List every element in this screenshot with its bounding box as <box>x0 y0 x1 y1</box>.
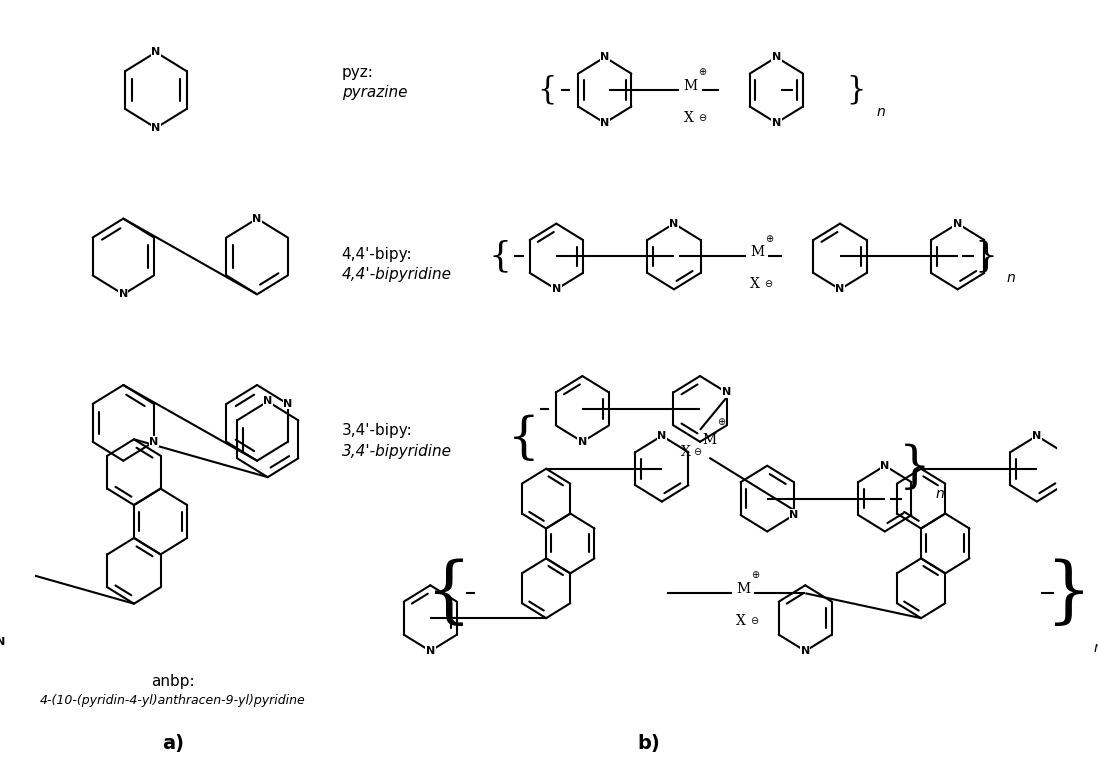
Text: }: } <box>1046 558 1093 628</box>
Text: N: N <box>1032 431 1041 441</box>
Text: 4,4'-bipyridine: 4,4'-bipyridine <box>341 267 451 282</box>
Text: N: N <box>789 510 798 520</box>
Text: $n$: $n$ <box>1006 272 1016 286</box>
Text: ⊕: ⊕ <box>751 570 759 580</box>
Text: X: X <box>737 614 747 628</box>
Text: X: X <box>750 277 760 291</box>
Text: M: M <box>683 79 697 93</box>
Text: X: X <box>681 445 691 459</box>
Text: $n$: $n$ <box>935 487 945 501</box>
Text: N: N <box>426 646 435 656</box>
Text: $n$: $n$ <box>1093 641 1098 655</box>
Text: N: N <box>149 437 158 447</box>
Text: 3,4'-bipyridine: 3,4'-bipyridine <box>341 444 451 458</box>
Text: {: { <box>537 74 557 105</box>
Text: ⊖: ⊖ <box>764 279 772 289</box>
Text: N: N <box>551 284 561 294</box>
Text: N: N <box>881 461 889 471</box>
Text: ⊖: ⊖ <box>693 447 702 457</box>
Text: 4,4'-bipy:: 4,4'-bipy: <box>341 247 412 262</box>
Text: N: N <box>670 218 679 228</box>
Text: $n$: $n$ <box>876 105 886 119</box>
Text: M: M <box>736 582 750 596</box>
Text: ⊖: ⊖ <box>697 113 706 123</box>
Text: }: } <box>974 239 997 273</box>
Text: N: N <box>578 437 587 447</box>
Text: N: N <box>152 47 160 57</box>
Text: b): b) <box>637 734 660 753</box>
Text: N: N <box>772 118 781 128</box>
Text: M: M <box>750 245 764 259</box>
Text: pyz:: pyz: <box>341 65 373 80</box>
Text: N: N <box>0 636 4 646</box>
Text: ⊖: ⊖ <box>750 616 759 626</box>
Text: N: N <box>836 284 844 294</box>
Text: pyrazine: pyrazine <box>341 85 407 100</box>
Text: 4-(10-(pyridin-4-yl)anthracen-9-yl)pyridine: 4-(10-(pyridin-4-yl)anthracen-9-yl)pyrid… <box>40 694 305 707</box>
Text: N: N <box>658 431 666 441</box>
Text: 3,4'-bipy:: 3,4'-bipy: <box>341 423 413 438</box>
Text: M: M <box>703 433 716 447</box>
Text: N: N <box>264 396 272 406</box>
Text: {: { <box>426 558 472 628</box>
Text: N: N <box>800 646 810 656</box>
Text: ⊕: ⊕ <box>698 67 707 77</box>
Text: }: } <box>845 74 865 105</box>
Text: ⊕: ⊕ <box>765 234 773 244</box>
Text: N: N <box>253 214 261 224</box>
Text: }: } <box>899 444 930 494</box>
Text: anbp:: anbp: <box>152 674 194 689</box>
Text: N: N <box>601 118 609 128</box>
Text: a): a) <box>161 734 183 753</box>
Text: {: { <box>489 239 512 273</box>
Text: {: { <box>508 414 539 464</box>
Text: N: N <box>953 218 962 228</box>
Text: N: N <box>152 123 160 133</box>
Text: N: N <box>722 388 731 398</box>
Text: N: N <box>772 52 781 62</box>
Text: X: X <box>684 111 694 125</box>
Text: N: N <box>283 399 292 409</box>
Text: N: N <box>601 52 609 62</box>
Text: ⊕: ⊕ <box>717 417 726 427</box>
Text: N: N <box>119 289 128 300</box>
